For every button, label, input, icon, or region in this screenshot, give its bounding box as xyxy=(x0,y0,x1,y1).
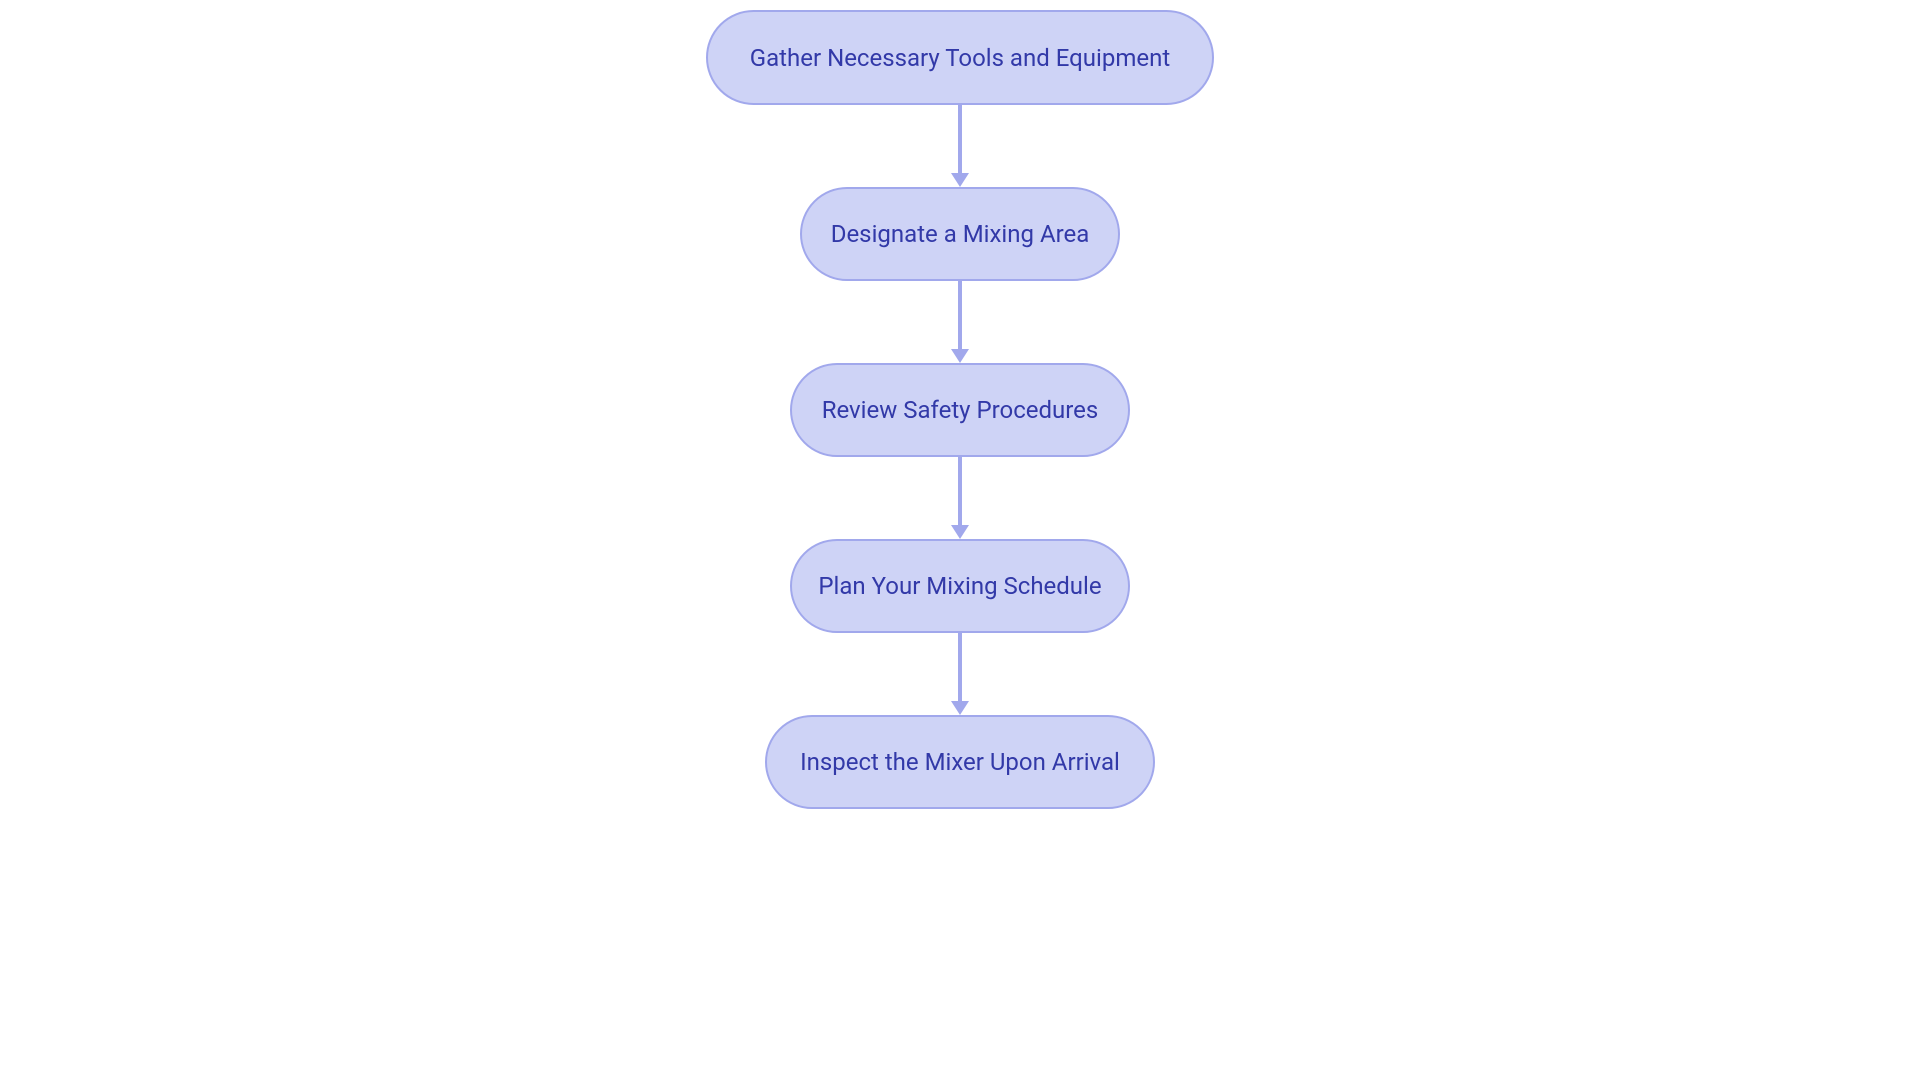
flowchart-node: Gather Necessary Tools and Equipment xyxy=(706,10,1214,105)
flowchart-arrow xyxy=(951,105,969,187)
flowchart-container: Gather Necessary Tools and Equipment Des… xyxy=(706,10,1214,809)
arrow-head-icon xyxy=(951,525,969,539)
flowchart-arrow xyxy=(951,457,969,539)
flowchart-arrow xyxy=(951,633,969,715)
arrow-head-icon xyxy=(951,701,969,715)
flowchart-node: Plan Your Mixing Schedule xyxy=(790,539,1130,633)
arrow-line xyxy=(958,281,962,349)
arrow-line xyxy=(958,633,962,701)
arrow-line xyxy=(958,105,962,173)
flowchart-node: Designate a Mixing Area xyxy=(800,187,1120,281)
arrow-head-icon xyxy=(951,173,969,187)
flowchart-node: Inspect the Mixer Upon Arrival xyxy=(765,715,1155,809)
flowchart-arrow xyxy=(951,281,969,363)
arrow-head-icon xyxy=(951,349,969,363)
arrow-line xyxy=(958,457,962,525)
flowchart-node: Review Safety Procedures xyxy=(790,363,1130,457)
